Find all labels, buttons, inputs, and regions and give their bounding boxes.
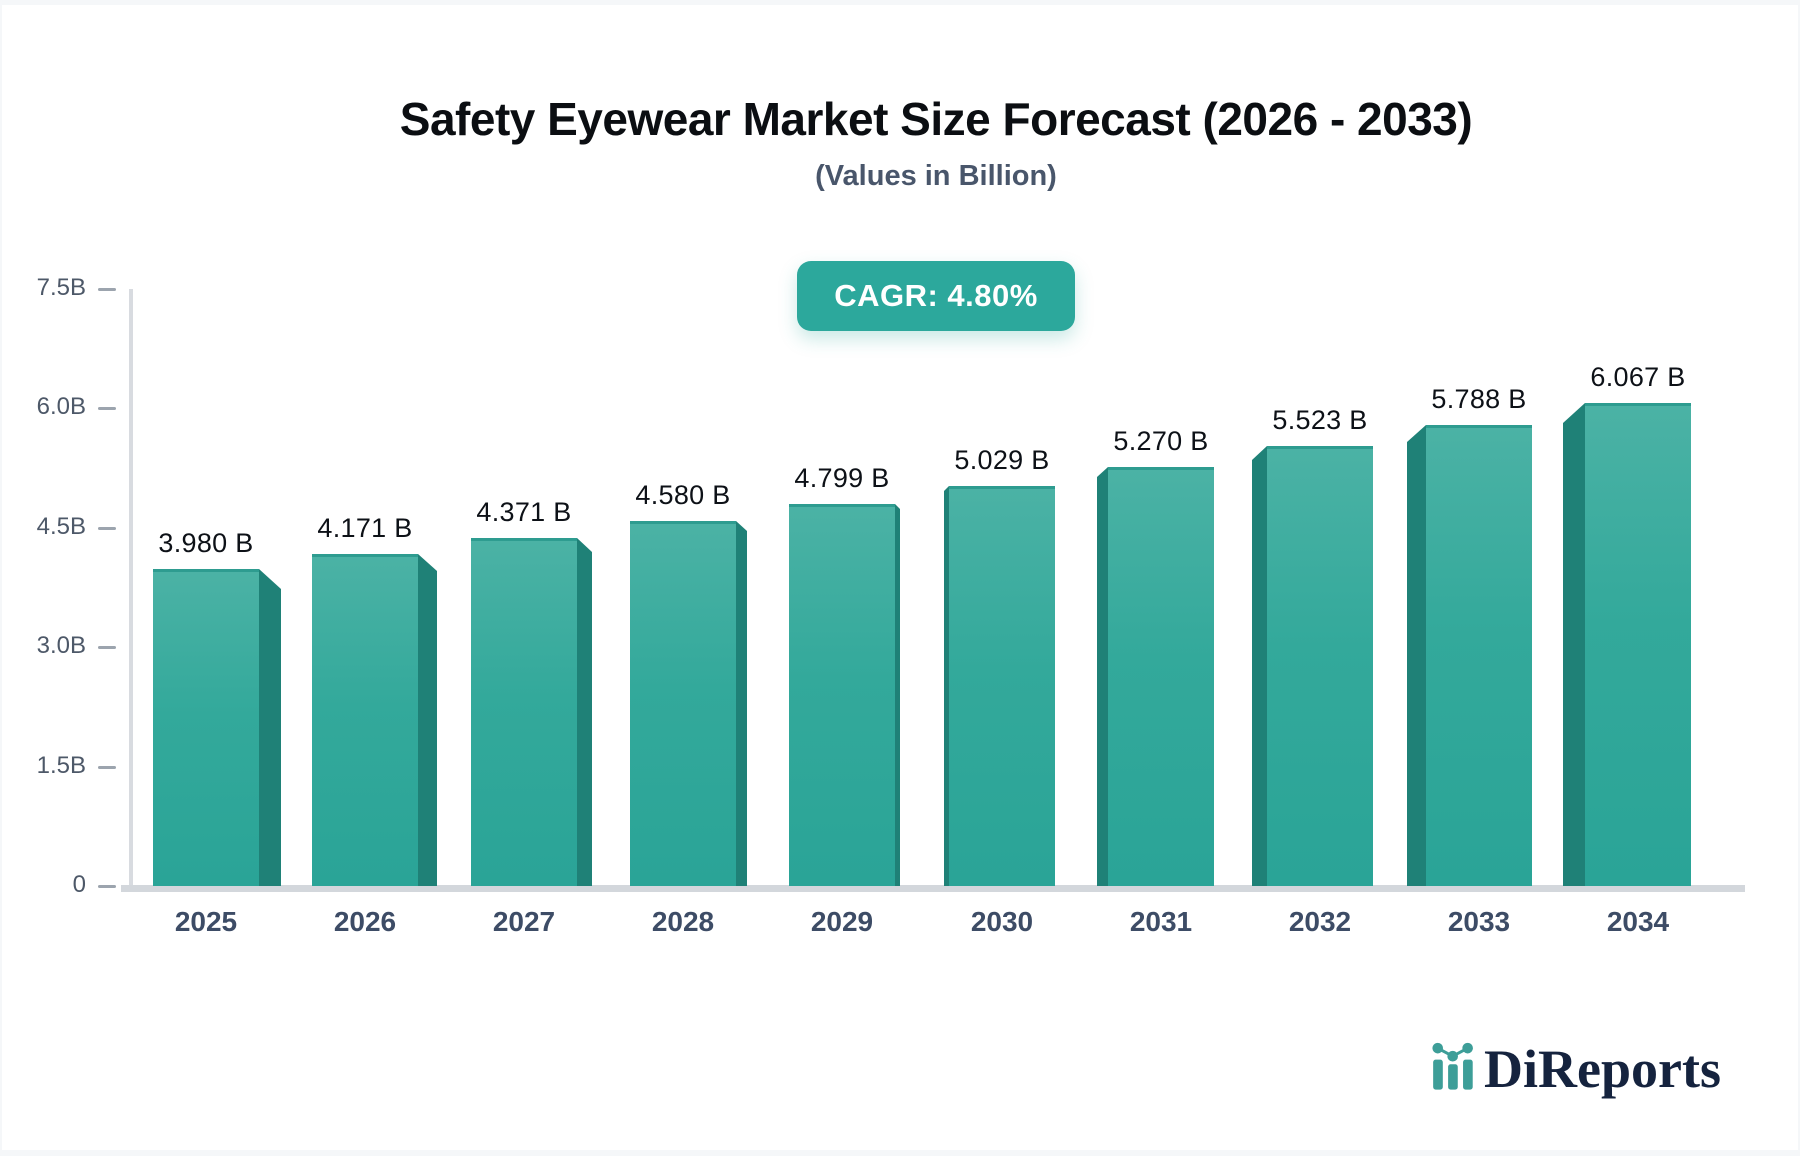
x-tick-label: 2026 — [333, 906, 397, 937]
x-tick-label: 2027 — [492, 906, 556, 937]
y-tick-label: 1.5B — [36, 751, 86, 779]
bar-side-face — [895, 504, 900, 886]
bar-value-label: 3.980 B — [158, 528, 254, 558]
y-tick-mark — [98, 646, 116, 650]
brand-logo-text: DiReports — [1484, 1039, 1721, 1099]
bar-2026 — [312, 554, 418, 886]
bar-side-face — [1097, 467, 1108, 886]
bar-side-face — [736, 521, 747, 886]
mini-bar-line-chart-icon — [1432, 1042, 1473, 1090]
y-tick-mark — [98, 885, 116, 888]
bar-side-face — [1407, 425, 1426, 886]
bar-2032 — [1267, 446, 1373, 886]
x-tick-label: 2033 — [1447, 906, 1511, 937]
bar-side-face — [418, 554, 437, 886]
cagr-badge: CAGR: 4.80% — [797, 261, 1075, 331]
y-axis-line — [129, 289, 133, 887]
bar-2028 — [630, 521, 736, 886]
x-tick-label: 2030 — [970, 906, 1034, 937]
bar-value-label: 5.788 B — [1431, 384, 1527, 414]
bar-2029 — [789, 504, 895, 886]
bar-2027 — [471, 538, 577, 886]
bar-2033 — [1426, 425, 1532, 886]
bar-value-label: 4.580 B — [635, 480, 731, 510]
x-tick-label: 2025 — [174, 906, 238, 937]
y-tick-mark — [98, 765, 116, 769]
bar-2030 — [949, 486, 1055, 886]
bar-side-face — [577, 538, 592, 886]
y-tick-label: 3.0B — [36, 632, 86, 660]
bar-value-label: 4.371 B — [476, 497, 572, 527]
y-tick-label: 7.5B — [36, 274, 86, 301]
x-tick-label: 2032 — [1288, 906, 1352, 937]
bar-value-label: 6.067 B — [1590, 362, 1686, 392]
bar-value-label: 5.523 B — [1272, 405, 1368, 435]
bar-value-label: 4.171 B — [317, 513, 413, 543]
chart-title: Safety Eyewear Market Size Forecast (202… — [399, 93, 1473, 145]
x-axis-line — [121, 885, 1745, 892]
x-tick-label: 2029 — [810, 906, 874, 937]
y-tick-label: 6.0B — [36, 393, 86, 421]
bar-side-face — [1252, 446, 1267, 886]
y-tick-mark — [98, 407, 116, 411]
x-tick-label: 2028 — [651, 906, 715, 937]
y-tick-label: 4.5B — [36, 512, 86, 540]
bar-side-face — [259, 569, 281, 886]
y-tick-mark — [98, 526, 116, 530]
bar-side-face — [1563, 403, 1585, 886]
y-tick-mark — [98, 288, 116, 291]
bar-2031 — [1108, 467, 1214, 886]
bar-2034 — [1585, 403, 1691, 886]
brand-logo: DiReports — [1432, 1040, 1721, 1098]
bar-side-face — [944, 486, 949, 886]
x-tick-label: 2031 — [1129, 906, 1193, 937]
chart-subtitle: (Values in Billion) — [815, 160, 1057, 192]
bar-2025 — [153, 569, 259, 886]
bar-value-label: 4.799 B — [794, 463, 890, 493]
bar-value-label: 5.270 B — [1113, 426, 1209, 456]
bar-value-label: 5.029 B — [954, 445, 1050, 475]
x-tick-label: 2034 — [1606, 906, 1670, 937]
y-tick-label: 0 — [72, 871, 86, 898]
chart-header: Safety Eyewear Market Size Forecast (202… — [66, 0, 1800, 331]
